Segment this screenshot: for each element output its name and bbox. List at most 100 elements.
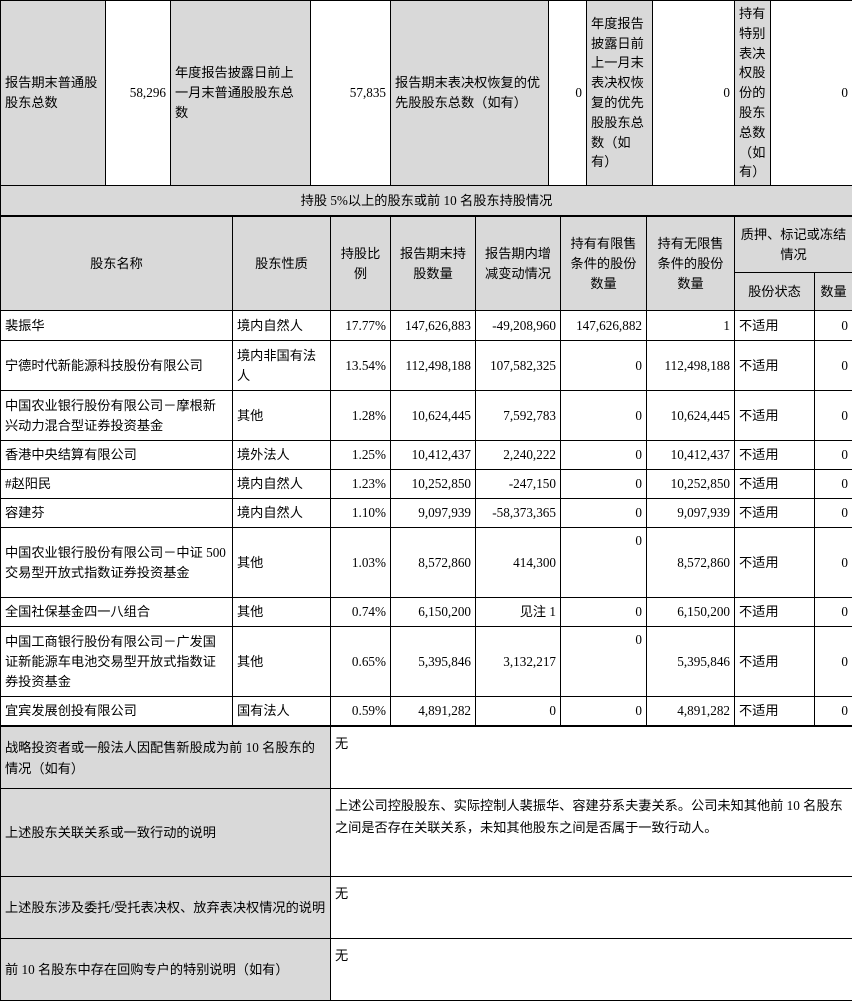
cell-unrestricted-shares: 10,412,437 <box>647 441 735 470</box>
cell-pledge-quantity: 0 <box>815 441 852 470</box>
cell-pledge-status: 不适用 <box>735 311 815 341</box>
cell-pledge-quantity: 0 <box>815 470 852 499</box>
cell-shareholder-name: 容建芬 <box>1 499 233 528</box>
col-header-nature: 股东性质 <box>233 217 331 311</box>
note-body: 无 <box>331 939 852 1001</box>
cell-shareholder-name: 中国工商银行股份有限公司－广发国证新能源车电池交易型开放式指数证券投资基金 <box>1 627 233 697</box>
cell-shareholder-nature: 其他 <box>233 391 331 441</box>
cell-unrestricted-shares: 8,572,860 <box>647 528 735 598</box>
cell-shares-end: 10,624,445 <box>391 391 476 441</box>
col-header-ratio: 持股比例 <box>331 217 391 311</box>
cell-restricted-shares: 0 <box>561 528 647 598</box>
summary-label-4: 持有特别表决权股份的股东总数（如有） <box>735 1 771 186</box>
col-header-change: 报告期内增减变动情况 <box>476 217 561 311</box>
cell-pledge-status: 不适用 <box>735 499 815 528</box>
shareholder-summary-table: 报告期末普通股股东总数 58,296 年度报告披露日前上一月末普通股股东总数 5… <box>0 0 852 216</box>
cell-holding-ratio: 17.77% <box>331 311 391 341</box>
cell-restricted-shares: 0 <box>561 627 647 697</box>
summary-label-0: 报告期末普通股股东总数 <box>1 1 106 186</box>
cell-restricted-shares: 0 <box>561 470 647 499</box>
col-header-pledge-status: 股份状态 <box>735 273 815 311</box>
cell-shareholder-name: 中国农业银行股份有限公司－摩根新兴动力混合型证券投资基金 <box>1 391 233 441</box>
cell-shareholder-nature: 其他 <box>233 528 331 598</box>
cell-pledge-quantity: 0 <box>815 499 852 528</box>
cell-shareholder-nature: 境内自然人 <box>233 470 331 499</box>
cell-holding-ratio: 0.74% <box>331 598 391 627</box>
cell-period-change: 见注 1 <box>476 598 561 627</box>
cell-shares-end: 112,498,188 <box>391 341 476 391</box>
section-banner-title: 持股 5%以上的股东或前 10 名股东持股情况 <box>1 186 852 216</box>
cell-pledge-quantity: 0 <box>815 341 852 391</box>
cell-shareholder-nature: 国有法人 <box>233 697 331 726</box>
cell-holding-ratio: 1.25% <box>331 441 391 470</box>
cell-restricted-shares: 0 <box>561 697 647 726</box>
cell-pledge-quantity: 0 <box>815 697 852 726</box>
cell-shares-end: 8,572,860 <box>391 528 476 598</box>
summary-value-3: 0 <box>653 1 735 186</box>
cell-pledge-status: 不适用 <box>735 627 815 697</box>
cell-pledge-quantity: 0 <box>815 598 852 627</box>
cell-pledge-quantity: 0 <box>815 528 852 598</box>
cell-shareholder-name: 中国农业银行股份有限公司－中证 500 交易型开放式指数证券投资基金 <box>1 528 233 598</box>
cell-holding-ratio: 1.03% <box>331 528 391 598</box>
cell-shareholder-name: 宁德时代新能源科技股份有限公司 <box>1 341 233 391</box>
cell-shares-end: 10,252,850 <box>391 470 476 499</box>
cell-shares-end: 9,097,939 <box>391 499 476 528</box>
note-body: 无 <box>331 877 852 939</box>
cell-pledge-status: 不适用 <box>735 470 815 499</box>
notes-rows: 战略投资者或一般法人因配售新股成为前 10 名股东的情况（如有）无上述股东关联关… <box>1 727 852 1001</box>
cell-period-change: -58,373,365 <box>476 499 561 528</box>
cell-holding-ratio: 13.54% <box>331 341 391 391</box>
cell-restricted-shares: 0 <box>561 499 647 528</box>
cell-unrestricted-shares: 9,097,939 <box>647 499 735 528</box>
cell-unrestricted-shares: 10,252,850 <box>647 470 735 499</box>
shareholder-table-page: 报告期末普通股股东总数 58,296 年度报告披露日前上一月末普通股股东总数 5… <box>0 0 852 913</box>
cell-restricted-shares: 0 <box>561 341 647 391</box>
cell-shareholder-nature: 境内自然人 <box>233 499 331 528</box>
cell-pledge-status: 不适用 <box>735 441 815 470</box>
col-header-shares-end: 报告期末持股数量 <box>391 217 476 311</box>
cell-period-change: 3,132,217 <box>476 627 561 697</box>
cell-pledge-status: 不适用 <box>735 528 815 598</box>
cell-restricted-shares: 0 <box>561 598 647 627</box>
cell-period-change: 0 <box>476 697 561 726</box>
cell-period-change: 2,240,222 <box>476 441 561 470</box>
summary-value-1: 57,835 <box>311 1 391 186</box>
cell-shareholder-nature: 境外法人 <box>233 441 331 470</box>
cell-shares-end: 6,150,200 <box>391 598 476 627</box>
summary-label-1: 年度报告披露日前上一月末普通股股东总数 <box>171 1 311 186</box>
cell-unrestricted-shares: 1 <box>647 311 735 341</box>
cell-holding-ratio: 0.59% <box>331 697 391 726</box>
cell-shareholder-name: 香港中央结算有限公司 <box>1 441 233 470</box>
note-row: 上述股东涉及委托/受托表决权、放弃表决权情况的说明无 <box>1 877 852 939</box>
cell-shareholder-nature: 境内自然人 <box>233 311 331 341</box>
cell-unrestricted-shares: 10,624,445 <box>647 391 735 441</box>
cell-period-change: 7,592,783 <box>476 391 561 441</box>
note-label: 上述股东关联关系或一致行动的说明 <box>1 789 331 877</box>
cell-pledge-status: 不适用 <box>735 598 815 627</box>
note-row: 战略投资者或一般法人因配售新股成为前 10 名股东的情况（如有）无 <box>1 727 852 789</box>
cell-shares-end: 147,626,883 <box>391 311 476 341</box>
summary-value-4: 0 <box>771 1 852 186</box>
summary-value-2: 0 <box>549 1 587 186</box>
cell-pledge-quantity: 0 <box>815 311 852 341</box>
cell-unrestricted-shares: 112,498,188 <box>647 341 735 391</box>
cell-restricted-shares: 0 <box>561 441 647 470</box>
cell-shareholder-name: #赵阳民 <box>1 470 233 499</box>
summary-label-3: 年度报告披露日前上一月末表决权恢复的优先股股东总数（如有） <box>587 1 653 186</box>
note-body: 无 <box>331 727 852 789</box>
note-body: 上述公司控股股东、实际控制人裴振华、容建芬系夫妻关系。公司未知其他前 10 名股… <box>331 789 852 877</box>
cell-pledge-quantity: 0 <box>815 391 852 441</box>
cell-pledge-status: 不适用 <box>735 341 815 391</box>
cell-holding-ratio: 1.28% <box>331 391 391 441</box>
column-header-row-top: 股东名称 股东性质 持股比例 报告期末持股数量 报告期内增减变动情况 持有有限售… <box>1 217 852 273</box>
cell-unrestricted-shares: 4,891,282 <box>647 697 735 726</box>
